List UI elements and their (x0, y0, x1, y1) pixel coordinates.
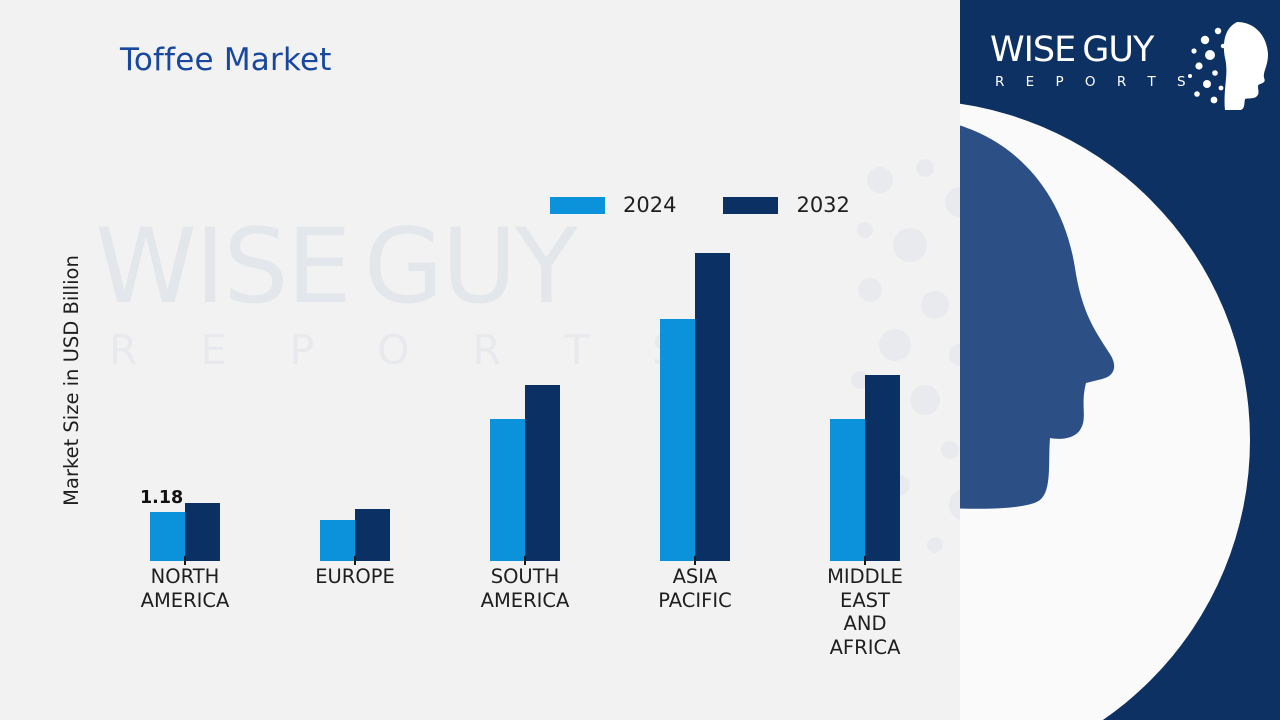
legend-label-2024: 2024 (623, 193, 677, 217)
bar-2024-middle-east-and-africa[interactable] (830, 419, 865, 561)
category-label: NORTH AMERICA (90, 565, 280, 612)
category-label-line: AMERICA (140, 588, 230, 612)
y-axis-label-text: Market Size in USD Billion (59, 254, 83, 506)
legend-item-2032: 2032 (723, 193, 896, 217)
page-title: Toffee Market (120, 42, 332, 78)
y-axis-label: Market Size in USD Billion (54, 200, 88, 560)
category-label-line: SOUTH (490, 565, 560, 588)
category-label-line: AMERICA (480, 588, 570, 612)
category-label-line: EAST (840, 588, 890, 612)
chart-legend: 2024 2032 (550, 193, 897, 217)
axis-tick (864, 556, 866, 565)
category-label-line: PACIFIC (658, 588, 732, 612)
legend-swatch-2024 (550, 196, 605, 214)
legend-label-2032: 2032 (796, 193, 850, 217)
legend-item-2024: 2024 (550, 193, 723, 217)
bar-2024-north-america[interactable] (150, 512, 185, 561)
category-label: SOUTH AMERICA (430, 565, 620, 612)
category-label: EUROPE (260, 565, 450, 589)
logo-guy: GUY (1082, 30, 1154, 70)
category-label-line: MIDDLE (827, 565, 903, 588)
axis-tick (354, 556, 356, 565)
logo: WISE GUY R E P O R T S (990, 22, 1268, 120)
bar-2032-asia-pacific[interactable] (695, 252, 730, 561)
axis-tick (694, 556, 696, 565)
bar-2024-europe[interactable] (320, 520, 355, 561)
category-label: MIDDLE EAST AND AFRICA (770, 565, 960, 659)
logo-reports: R E P O R T S (995, 74, 1195, 90)
bar-2032-middle-east-and-africa[interactable] (865, 375, 900, 561)
axis-tick (524, 556, 526, 565)
category-label: ASIA PACIFIC (600, 565, 790, 612)
chart-canvas: WISE GUY R E P O R T S Toffee Market (54, 42, 930, 659)
bar-group: MIDDLE EAST AND AFRICA (827, 180, 903, 659)
bar-group: SOUTH AMERICA (481, 180, 569, 612)
bar-group: NORTH AMERICA (141, 180, 229, 612)
category-label-line: ASIA (672, 565, 718, 588)
bar-group: EUROPE (315, 180, 395, 588)
bar-2032-europe[interactable] (355, 509, 390, 561)
legend-swatch-2032 (723, 196, 779, 214)
head-silhouette-icon (960, 125, 1115, 509)
category-label-line: NORTH (150, 565, 220, 588)
axis-tick (184, 556, 186, 565)
logo-wordmark: WISE GUY (990, 30, 1250, 70)
plot-area: NORTH AMERICA EUROPE SOUTH AMERICA ASIA PACIFI… (100, 180, 930, 659)
bar-2024-south-america[interactable] (490, 419, 525, 561)
category-label-line: AFRICA (829, 635, 901, 659)
category-label-line: AND (843, 612, 887, 635)
bar-group: ASIA PACIFIC (658, 180, 732, 612)
category-label-line: EUROPE (315, 565, 395, 588)
bar-2024-asia-pacific[interactable] (660, 318, 695, 561)
bar-2032-north-america[interactable] (185, 503, 220, 561)
bar-2032-south-america[interactable] (525, 384, 560, 561)
logo-head-dots-icon (1188, 22, 1268, 110)
brand-panel: WISE GUY R E P O R T S (960, 0, 1280, 720)
bar-value-label: 1.18 (140, 488, 184, 509)
logo-wise: WISE (990, 30, 1076, 70)
